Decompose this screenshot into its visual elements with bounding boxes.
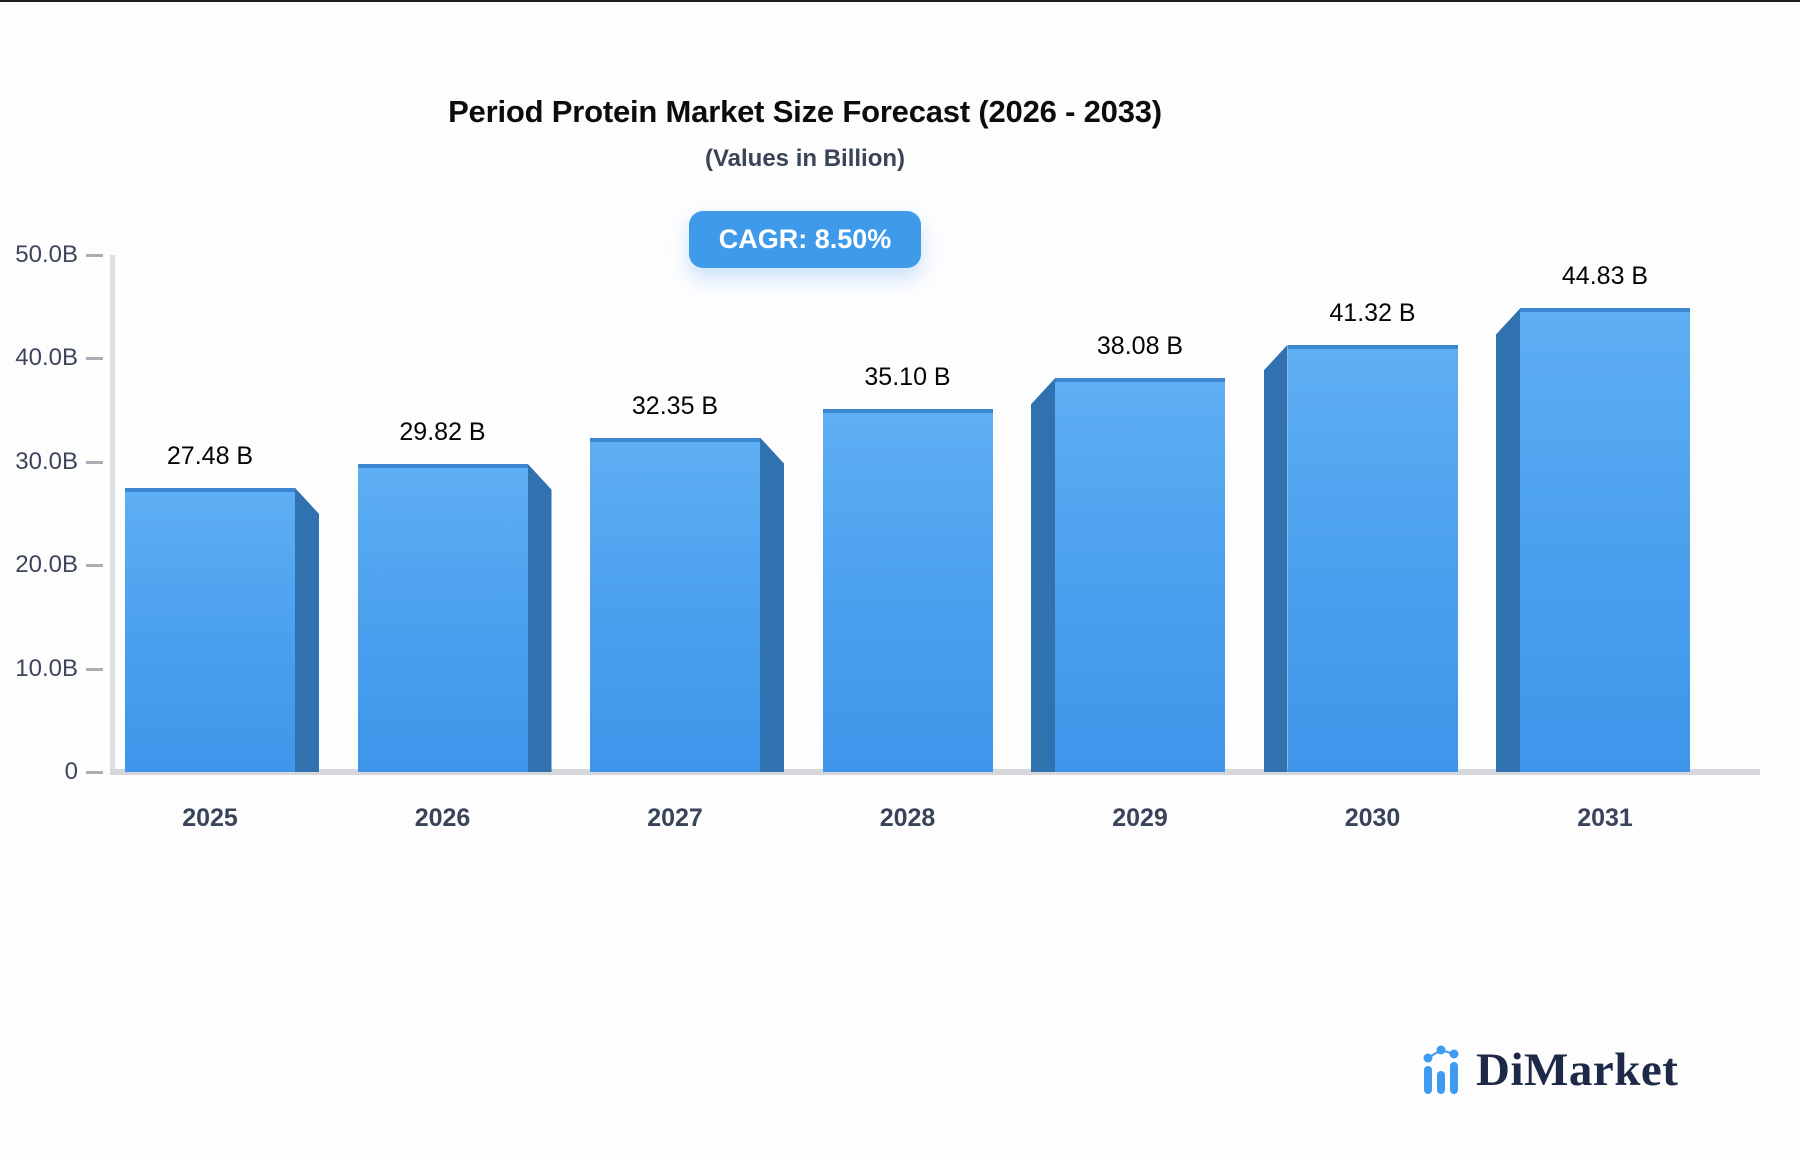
- bar-2029: [1055, 378, 1225, 772]
- bar-side-face-2031: [1496, 308, 1520, 772]
- bar-2028: [822, 409, 993, 772]
- x-axis-label-2029: 2029: [1112, 804, 1168, 832]
- bar-side-face-2026: [527, 463, 552, 772]
- x-axis-label-2031: 2031: [1577, 804, 1633, 832]
- y-axis-tick-mark: [86, 667, 103, 671]
- cagr-badge-row: CAGR: 8.50%: [0, 211, 1610, 268]
- bar-side-face-2029: [1031, 378, 1055, 772]
- y-axis-tick-mark: [86, 254, 103, 257]
- bar-side-face-2027: [760, 437, 784, 772]
- chart-title: Period Protein Market Size Forecast (202…: [448, 94, 1162, 129]
- bar-side-face-2030: [1263, 344, 1288, 772]
- chart-subtitle: (Values in Billion): [704, 145, 906, 172]
- bar-2031: [1520, 308, 1690, 772]
- y-axis-tick-mark: [86, 357, 103, 361]
- y-axis-tick-mark: [86, 771, 103, 774]
- y-axis-tick-label: 10.0B: [15, 654, 78, 682]
- y-axis-tick-mark: [86, 564, 103, 568]
- bar-value-label-2025: 27.48 B: [166, 441, 254, 470]
- bar-2030: [1287, 344, 1458, 772]
- y-axis-line: [110, 255, 115, 772]
- bar-2026: [357, 463, 528, 772]
- x-axis-label-2025: 2025: [182, 804, 238, 832]
- y-axis-tick-label: 40.0B: [15, 344, 78, 372]
- bar-value-label-2028: 35.10 B: [864, 363, 951, 392]
- bar-value-label-2026: 29.82 B: [399, 417, 486, 446]
- chart-header: Period Protein Market Size Forecast (202…: [0, 94, 1610, 268]
- y-axis-tick-mark: [86, 460, 103, 464]
- y-axis-tick-label: 0: [64, 758, 78, 785]
- x-axis-label-2026: 2026: [414, 804, 471, 832]
- x-axis-line: [110, 769, 1760, 775]
- bar-2025: [125, 487, 295, 772]
- x-axis-label-2028: 2028: [879, 804, 936, 832]
- bar-side-face-2025: [295, 487, 319, 772]
- bar-value-label-2031: 44.83 B: [1561, 262, 1649, 291]
- y-axis-tick-label: 20.0B: [15, 551, 78, 579]
- y-axis-tick-label: 30.0B: [15, 447, 78, 475]
- x-axis-label-2027: 2027: [647, 804, 703, 832]
- brand-name: DiMarket: [1476, 1044, 1679, 1096]
- bar-2027: [590, 437, 760, 772]
- bar-value-label-2027: 32.35 B: [631, 391, 719, 420]
- y-axis-tick-label: 50.0B: [15, 241, 78, 268]
- brand-logo: DiMarket: [1420, 1044, 1678, 1094]
- x-axis-label-2030: 2030: [1344, 804, 1401, 832]
- cagr-badge: CAGR: 8.50%: [688, 211, 922, 268]
- bar-value-label-2030: 41.32 B: [1329, 298, 1416, 327]
- bar-value-label-2029: 38.08 B: [1096, 332, 1184, 361]
- bar-chart-logo-icon: [1423, 1045, 1459, 1094]
